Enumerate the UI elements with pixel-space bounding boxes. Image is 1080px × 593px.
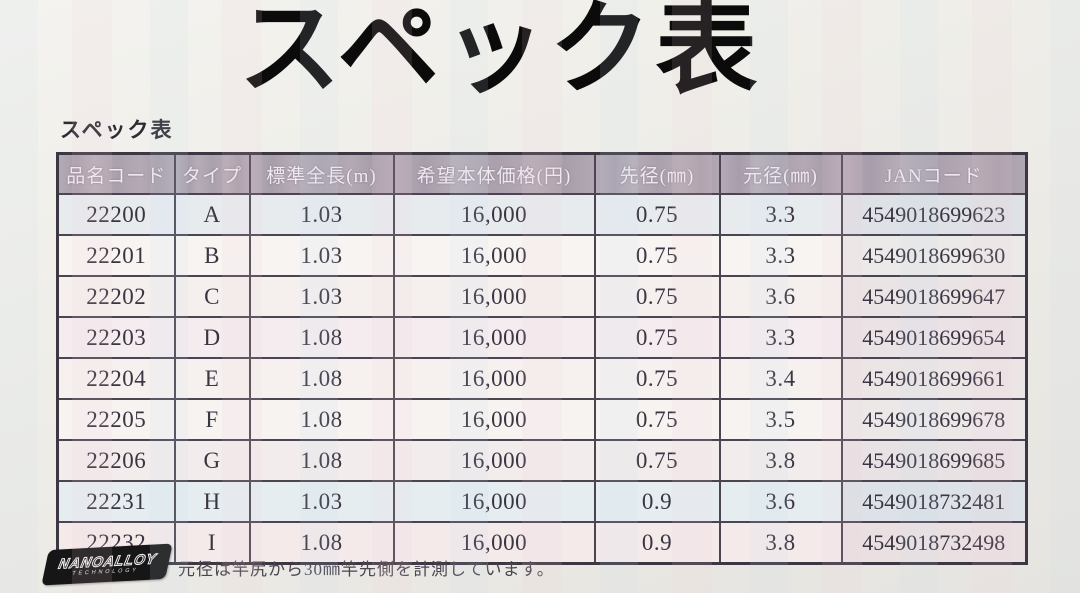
table-cell: 0.9: [593, 521, 721, 565]
table-cell: 4549018699630: [840, 234, 1028, 277]
table-cell: 0.75: [593, 316, 721, 359]
table-cell: H: [173, 480, 251, 523]
table-row: 22203 D 1.08 16,000 0.75 3.3 4549018699654: [56, 316, 1028, 359]
table-cell: 3.3: [718, 316, 843, 359]
table-cell: 16,000: [392, 480, 596, 523]
column-header: 品名コード: [56, 152, 176, 195]
table-cell: 3.8: [718, 521, 843, 565]
column-header: タイプ: [173, 152, 251, 195]
table-cell: 1.03: [248, 193, 395, 236]
table-cell: 0.75: [593, 398, 721, 441]
nanoalloy-logo: NANOALLOY TECHNOLOGY: [41, 543, 173, 586]
spec-table-head-row: 品名コード タイプ 標準全長(m) 希望本体価格(円) 先径(㎜) 元径(㎜) JANコード: [56, 152, 1028, 195]
table-cell: 16,000: [392, 398, 596, 441]
table-cell: 16,000: [392, 193, 596, 236]
table-row: 22206 G 1.08 16,000 0.75 3.8 4549018699685: [56, 439, 1028, 482]
nanoalloy-logo-text: NANOALLOY: [57, 550, 159, 572]
table-cell: 16,000: [392, 439, 596, 482]
table-cell: 0.75: [593, 357, 721, 400]
table-cell: 1.03: [248, 275, 395, 318]
table-row: 22205 F 1.08 16,000 0.75 3.5 4549018699678: [56, 398, 1028, 441]
table-cell: 16,000: [392, 521, 596, 565]
table-cell: 1.03: [248, 480, 395, 523]
table-row: 22200 A 1.03 16,000 0.75 3.3 4549018699623: [56, 193, 1028, 236]
table-cell: D: [173, 316, 251, 359]
table-cell: 22204: [56, 357, 176, 400]
table-cell: 0.75: [593, 275, 721, 318]
table-cell: 22231: [56, 480, 176, 523]
table-cell: 0.75: [593, 193, 721, 236]
table-cell: 1.08: [248, 357, 395, 400]
table-cell: 3.4: [718, 357, 843, 400]
column-header: 元径(㎜): [718, 152, 843, 195]
table-cell: 16,000: [392, 316, 596, 359]
table-cell: 3.5: [718, 398, 843, 441]
table-row: 22202 C 1.03 16,000 0.75 3.6 4549018699647: [56, 275, 1028, 318]
table-cell: 4549018699654: [840, 316, 1028, 359]
table-cell: 22205: [56, 398, 176, 441]
spec-table-body: 22200 A 1.03 16,000 0.75 3.3 4549018699623 2220…: [56, 193, 1028, 565]
table-cell: F: [173, 398, 251, 441]
table-cell: 3.6: [718, 480, 843, 523]
nanoalloy-logo-subtext: TECHNOLOGY: [71, 567, 140, 577]
table-cell: 1.08: [248, 316, 395, 359]
table-cell: 0.9: [593, 480, 721, 523]
table-cell: 4549018699685: [840, 439, 1028, 482]
table-cell: 16,000: [392, 275, 596, 318]
table-cell: G: [173, 439, 251, 482]
table-cell: 4549018699678: [840, 398, 1028, 441]
column-header: 希望本体価格(円): [392, 152, 596, 195]
spec-table: 品名コード タイプ 標準全長(m) 希望本体価格(円) 先径(㎜) 元径(㎜) JANコード…: [56, 152, 1028, 565]
table-cell: 22203: [56, 316, 176, 359]
table-cell: 4549018732481: [840, 480, 1028, 523]
table-cell: 16,000: [392, 234, 596, 277]
table-cell: 0.75: [593, 234, 721, 277]
table-cell: E: [173, 357, 251, 400]
table-cell: 1.08: [248, 398, 395, 441]
table-cell: 22202: [56, 275, 176, 318]
column-header: 先径(㎜): [593, 152, 721, 195]
table-cell: 4549018699647: [840, 275, 1028, 318]
table-cell: 1.08: [248, 439, 395, 482]
column-header: JANコード: [840, 152, 1028, 195]
table-cell: 22201: [56, 234, 176, 277]
table-cell: 1.03: [248, 234, 395, 277]
page-title: スペック表: [238, 0, 762, 106]
table-cell: 22200: [56, 193, 176, 236]
table-row: 22201 B 1.03 16,000 0.75 3.3 4549018699630: [56, 234, 1028, 277]
table-cell: 4549018699661: [840, 357, 1028, 400]
table-cell: 0.75: [593, 439, 721, 482]
table-cell: 16,000: [392, 357, 596, 400]
table-cell: 4549018732498: [840, 521, 1028, 565]
table-caption: スペック表: [60, 119, 174, 142]
table-cell: 3.6: [718, 275, 843, 318]
table-cell: A: [173, 193, 251, 236]
table-row: 22231 H 1.03 16,000 0.9 3.6 4549018732481: [56, 480, 1028, 523]
table-cell: 3.3: [718, 193, 843, 236]
table-cell: 3.3: [718, 234, 843, 277]
table-cell: I: [173, 521, 251, 565]
measurement-note: 元径は竿尻から30㎜竿先側を計測しています。: [178, 560, 555, 579]
table-cell: C: [173, 275, 251, 318]
table-row: 22204 E 1.08 16,000 0.75 3.4 4549018699661: [56, 357, 1028, 400]
table-cell: 22206: [56, 439, 176, 482]
column-header: 標準全長(m): [248, 152, 395, 195]
table-cell: 1.08: [248, 521, 395, 565]
table-cell: 3.8: [718, 439, 843, 482]
table-cell: B: [173, 234, 251, 277]
table-cell: 4549018699623: [840, 193, 1028, 236]
